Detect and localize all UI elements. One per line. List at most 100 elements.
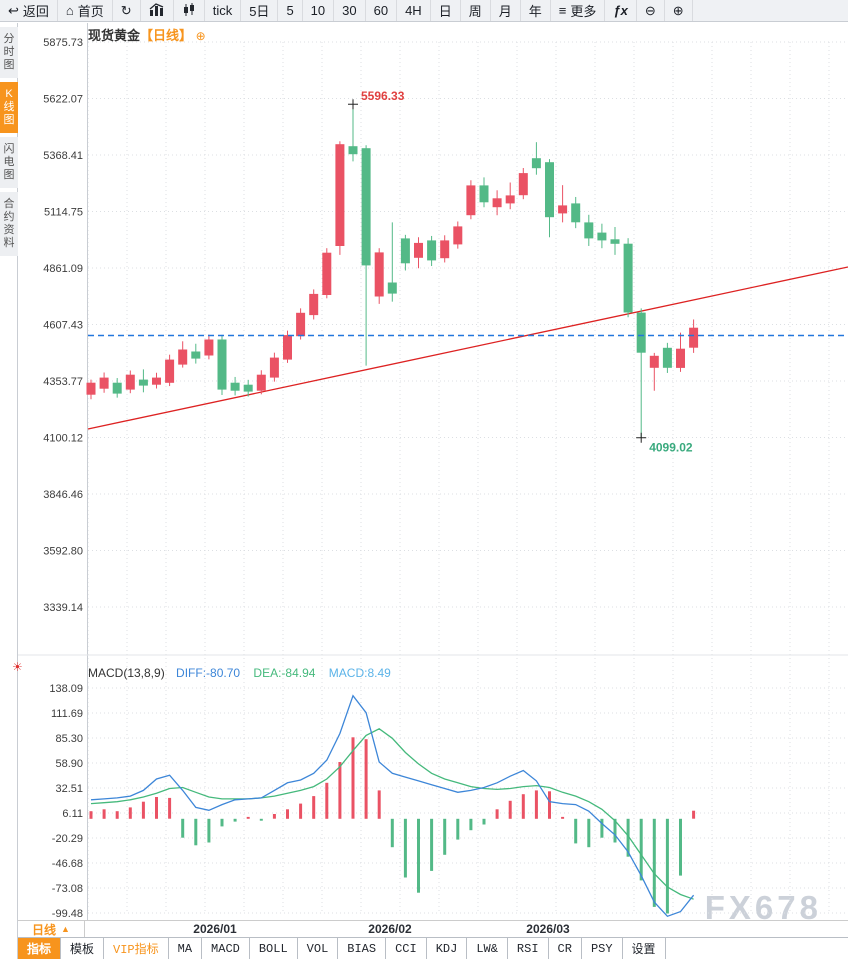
svg-text:-20.29: -20.29: [52, 833, 83, 845]
candle-chart-mode-button[interactable]: [174, 0, 205, 21]
macd-header: MACD(13,8,9) DIFF:-80.70 DEA:-84.94 MACD…: [88, 666, 391, 680]
svg-text:58.90: 58.90: [55, 758, 83, 770]
period-30m-button[interactable]: 30: [334, 0, 366, 21]
tab-rsi[interactable]: RSI: [508, 938, 549, 959]
period-tag: 【日线】: [140, 28, 193, 43]
svg-text:4353.77: 4353.77: [43, 376, 83, 388]
symbol-name: 现货黄金: [88, 28, 141, 43]
trendline[interactable]: [87, 266, 848, 430]
formula-button[interactable]: ƒx: [605, 0, 637, 21]
macd-histogram: [89, 737, 696, 914]
period-5m-button[interactable]: 5: [278, 0, 303, 21]
tab-kdj[interactable]: KDJ: [427, 938, 468, 959]
tab-vip-indicators[interactable]: VIP指标: [104, 938, 169, 959]
chart-title: 现货黄金【日线】 ⊕: [88, 25, 206, 44]
add-compare-icon[interactable]: ⊕: [195, 29, 206, 43]
high-annotation: 5596.33: [361, 89, 405, 103]
svg-text:-99.48: -99.48: [52, 908, 83, 920]
svg-text:5114.75: 5114.75: [44, 207, 83, 219]
back-icon: ↩: [8, 3, 19, 18]
back-button[interactable]: ↩ 返回: [0, 0, 58, 21]
period-60m-button[interactable]: 60: [366, 0, 398, 21]
bar-chart-icon: [149, 3, 165, 18]
x-axis-label: 2026/02: [368, 922, 412, 936]
top-toolbar: ↩ 返回 ⌂ 首页 ↻ tick 5日 5 10 30 60 4H 日 周 月 年 …: [0, 0, 848, 22]
chart-canvas[interactable]: 5875.73 5622.07 5368.41 5114.75 4861.09 4607.…: [18, 23, 848, 920]
toolbar-filler: [693, 0, 848, 21]
home-icon: ⌂: [65, 3, 74, 18]
sidebar-tab-lightning-chart[interactable]: 闪电图: [0, 137, 18, 188]
bar-chart-mode-button[interactable]: [141, 0, 174, 21]
svg-text:-46.68: -46.68: [52, 858, 83, 870]
macd-dea-value: DEA:-84.94: [253, 666, 316, 680]
tabbar-filler: [666, 938, 848, 959]
tab-cr[interactable]: CR: [549, 938, 582, 959]
tab-lw[interactable]: LW&: [467, 938, 508, 959]
period-selector[interactable]: 日线 ▲: [18, 921, 85, 937]
refresh-icon: ↻: [120, 3, 132, 18]
svg-text:-73.08: -73.08: [52, 883, 83, 895]
svg-text:85.30: 85.30: [55, 733, 83, 745]
period-year-button[interactable]: 年: [521, 0, 551, 21]
zoom-in-icon: ⊕: [672, 3, 684, 18]
low-annotation: 4099.02: [649, 441, 693, 455]
sidebar-tab-kline-chart[interactable]: K线图: [0, 82, 18, 133]
svg-text:6.11: 6.11: [62, 808, 83, 820]
annotations: 5596.33 4099.02: [348, 89, 693, 455]
tab-macd[interactable]: MACD: [202, 938, 250, 959]
watermark: FX678: [704, 889, 822, 926]
triangle-up-icon: ▲: [61, 924, 70, 934]
tab-cci[interactable]: CCI: [386, 938, 427, 959]
zoom-in-button[interactable]: ⊕: [665, 0, 693, 21]
svg-text:138.09: 138.09: [49, 683, 83, 695]
svg-text:3592.80: 3592.80: [43, 545, 83, 557]
macd-macd-value: MACD:8.49: [328, 666, 391, 680]
home-button[interactable]: ⌂ 首页: [58, 0, 113, 21]
tab-indicators[interactable]: 指标: [18, 938, 62, 959]
svg-text:5368.41: 5368.41: [43, 150, 83, 162]
diff-line: [90, 694, 695, 918]
period-4h-button[interactable]: 4H: [397, 0, 431, 21]
svg-text:5622.07: 5622.07: [43, 94, 83, 106]
x-axis-label: 2026/03: [526, 922, 570, 936]
tab-vol[interactable]: VOL: [298, 938, 339, 959]
x-axis-band: 日线 ▲ 2026/01 2026/02 2026/03: [18, 920, 848, 938]
candlestick-icon: [182, 2, 196, 19]
sidebar-tab-contract-info[interactable]: 合约资料: [0, 192, 18, 256]
x-axis-label: 2026/01: [193, 922, 237, 936]
svg-text:32.51: 32.51: [55, 783, 83, 795]
svg-text:4861.09: 4861.09: [43, 263, 83, 275]
period-month-button[interactable]: 月: [491, 0, 521, 21]
tab-psy[interactable]: PSY: [582, 938, 623, 959]
tab-boll[interactable]: BOLL: [250, 938, 298, 959]
tab-ma[interactable]: MA: [169, 938, 203, 959]
y-axis-labels: 5875.73 5622.07 5368.41 5114.75 4861.09 4607.…: [43, 37, 83, 920]
zoom-out-button[interactable]: ⊖: [637, 0, 665, 21]
macd-title: MACD(13,8,9): [88, 666, 165, 680]
tab-templates[interactable]: 模板: [61, 938, 105, 959]
chart-type-sidebar: 分时图 K线图 闪电图 合约资料: [0, 23, 18, 959]
tab-settings[interactable]: 设置: [623, 938, 666, 959]
period-10m-button[interactable]: 10: [303, 0, 335, 21]
sidebar-tab-time-chart[interactable]: 分时图: [0, 27, 18, 78]
svg-text:3339.14: 3339.14: [43, 602, 83, 614]
more-icon: ≡: [558, 3, 567, 18]
svg-text:5875.73: 5875.73: [43, 37, 83, 49]
zoom-out-icon: ⊖: [644, 3, 656, 18]
period-week-button[interactable]: 周: [461, 0, 491, 21]
svg-text:4100.12: 4100.12: [43, 432, 83, 444]
svg-text:3846.46: 3846.46: [43, 489, 83, 501]
svg-text:111.69: 111.69: [51, 708, 83, 720]
svg-text:4607.43: 4607.43: [43, 320, 83, 332]
indicator-panel-icon[interactable]: ☀: [12, 660, 23, 674]
candlestick-series: [86, 104, 699, 438]
period-day-button[interactable]: 日: [431, 0, 461, 21]
tab-bias[interactable]: BIAS: [338, 938, 387, 959]
macd-diff-value: DIFF:-80.70: [176, 666, 241, 680]
more-button[interactable]: ≡ 更多: [551, 0, 606, 21]
period-tick-button[interactable]: tick: [205, 0, 242, 21]
dea-line: [90, 728, 694, 900]
period-5d-button[interactable]: 5日: [241, 0, 279, 21]
formula-icon: ƒx: [613, 3, 628, 18]
refresh-button[interactable]: ↻: [113, 0, 141, 21]
